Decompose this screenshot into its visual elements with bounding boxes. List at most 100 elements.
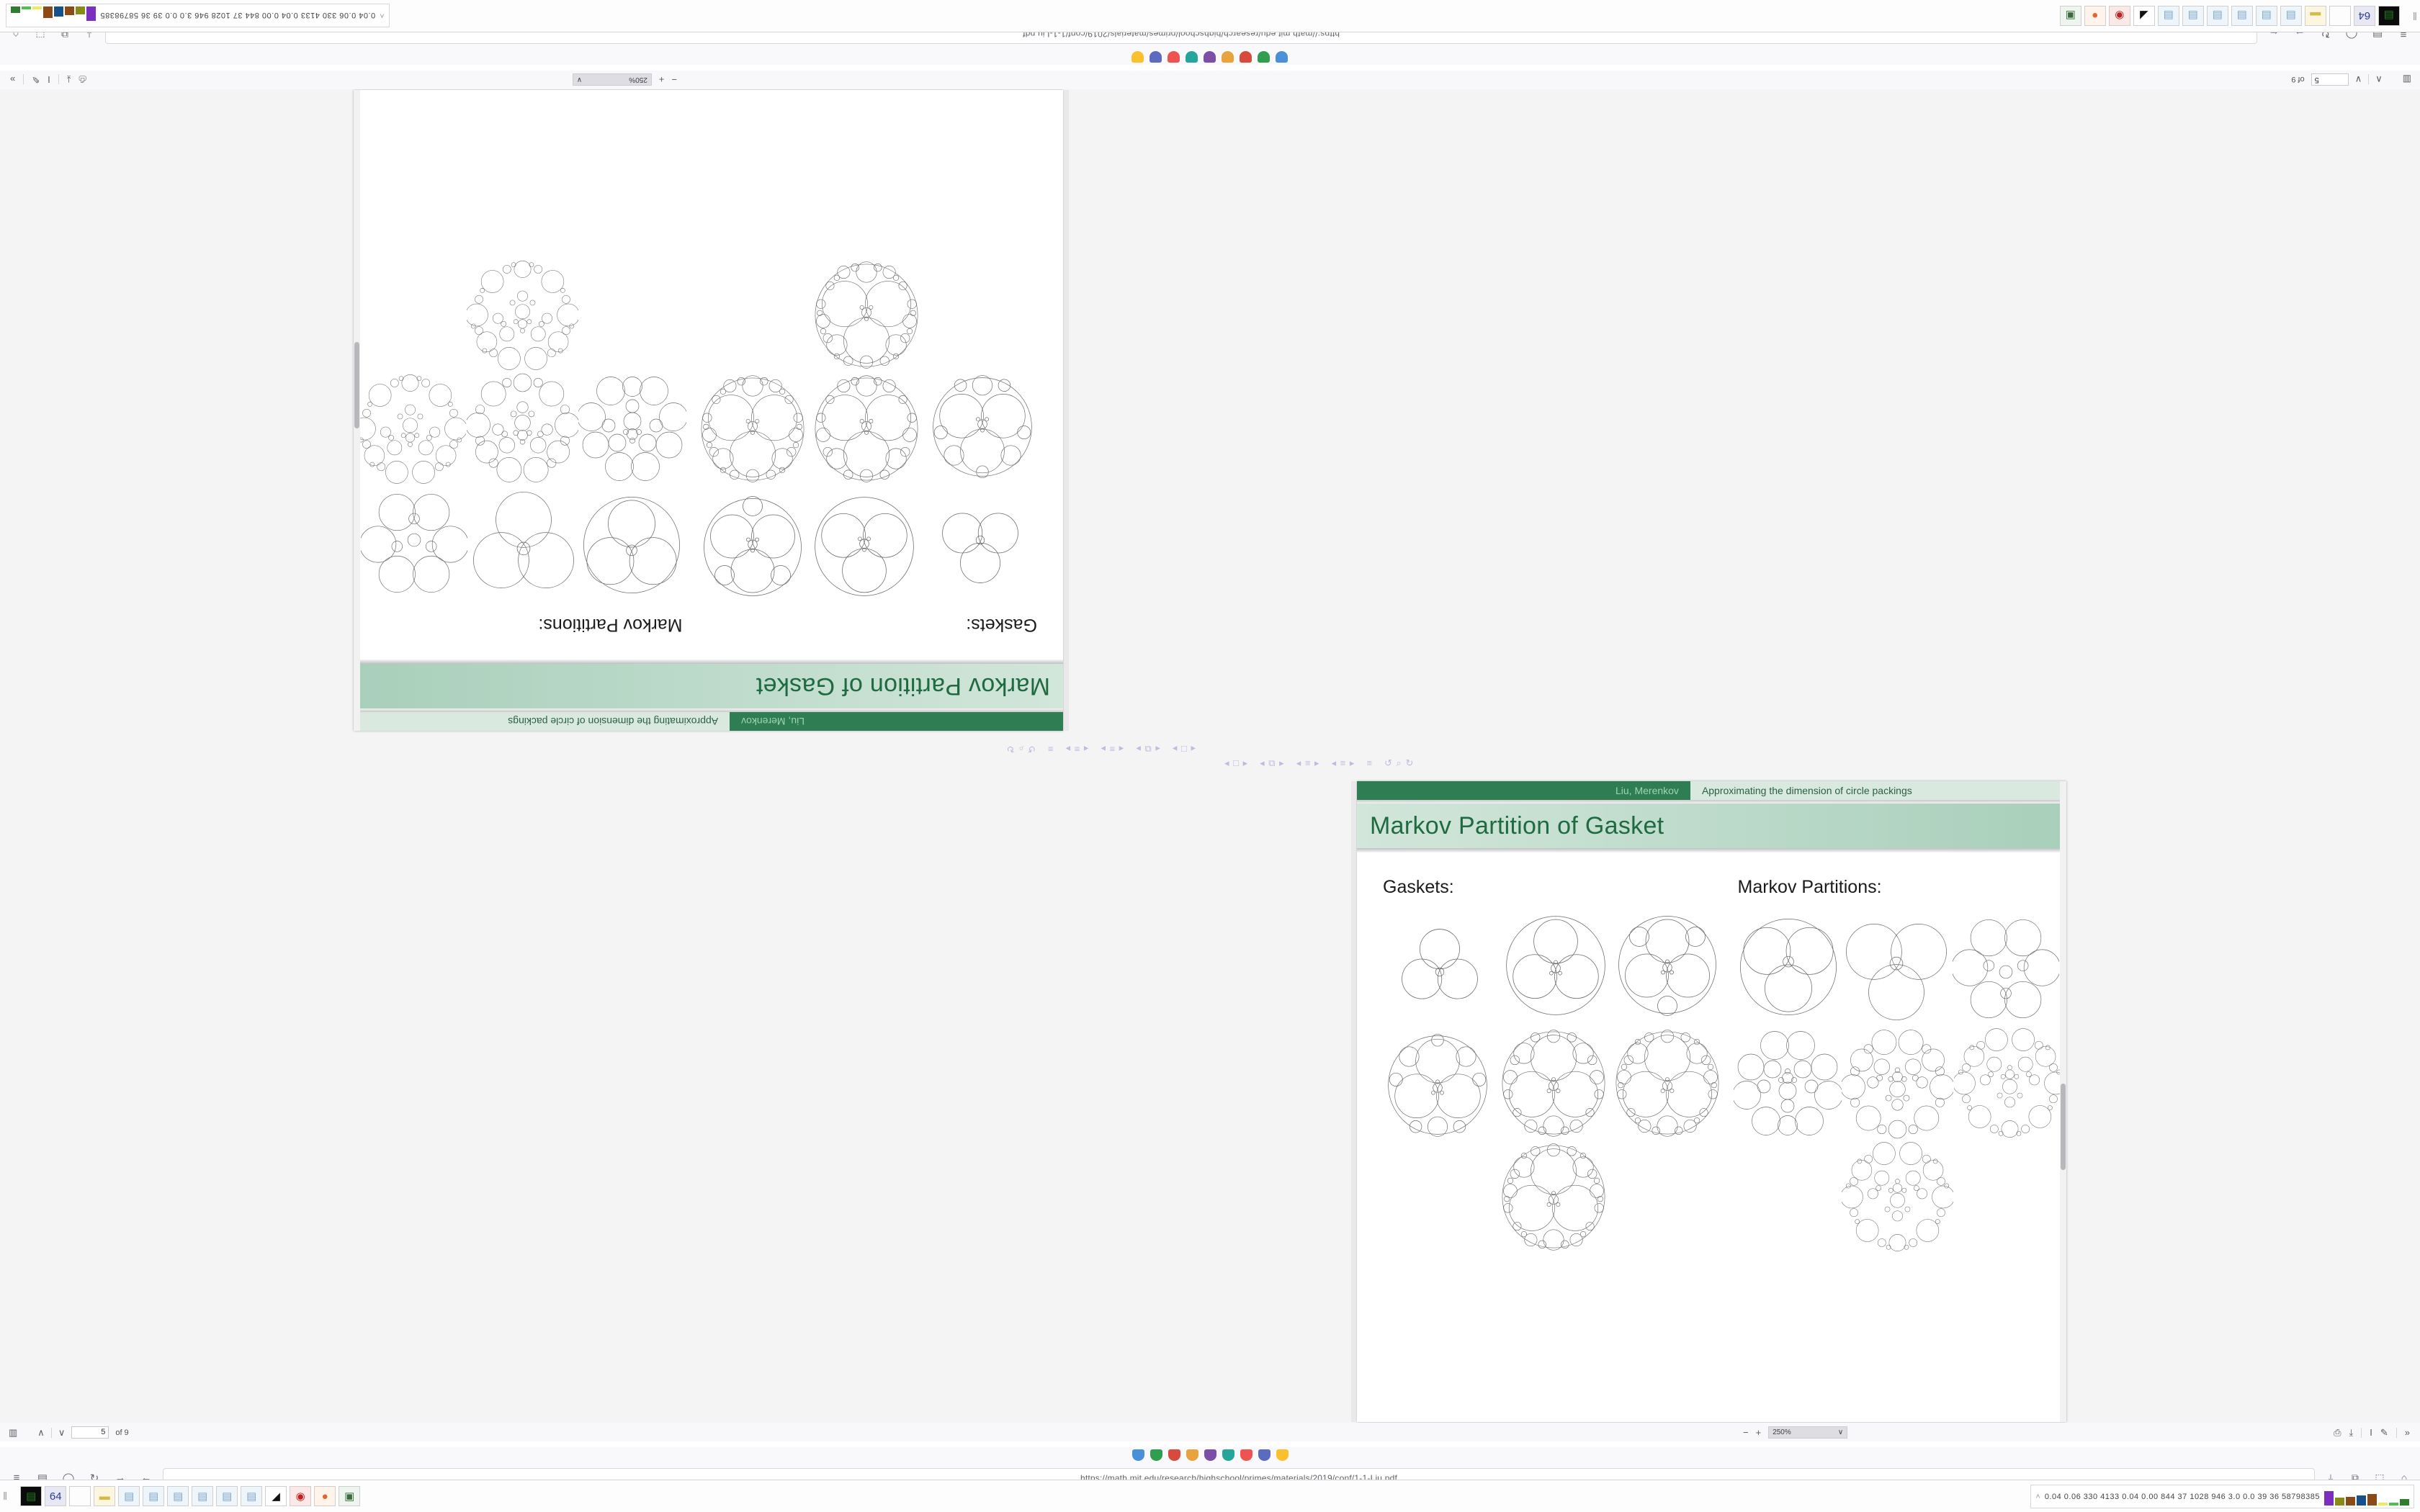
zoom-out-button[interactable]: − (671, 74, 677, 85)
zoom-level-select[interactable]: 250% ∨ (1768, 1426, 1848, 1439)
bookmark-icon[interactable] (1186, 1449, 1198, 1461)
taskbar-display-settings-icon[interactable]: ▣ (2059, 6, 2081, 26)
bookmark-icon[interactable] (1150, 51, 1162, 63)
bookmark-icon[interactable] (1258, 51, 1270, 63)
taskbar-red-app-icon[interactable]: ◉ (290, 1486, 312, 1506)
anno-shape-icon[interactable]: ◂ □ ▸ (1224, 757, 1249, 768)
taskbar-folder-icon[interactable]: ▬ (2304, 6, 2326, 26)
taskbar-red-app-icon[interactable]: ◉ (2108, 6, 2130, 26)
pdf-toolbar-right: ⎙ ⤓ I ✎ » (2334, 1427, 2410, 1438)
bookmark-icon[interactable] (1204, 1449, 1216, 1461)
bookmark-icon[interactable] (1131, 51, 1144, 63)
page-number-input[interactable]: 5 (2311, 73, 2349, 86)
sidebar-toggle-icon[interactable]: ▥ (2402, 74, 2411, 85)
more-tools-button[interactable]: » (10, 74, 16, 85)
anno-layers-icon[interactable]: ◂ ⧉ ▸ (1135, 744, 1160, 755)
taskbar-notepad-5-icon[interactable]: ▤ (2182, 6, 2204, 26)
pause-icon[interactable]: ‖ (2412, 9, 2417, 22)
tray-expand-icon[interactable]: ˄ (380, 11, 385, 20)
download-button[interactable]: ⤓ (66, 74, 71, 85)
page-number-input[interactable]: 5 (71, 1426, 109, 1439)
anno-undo-zoom-redo-icon[interactable]: ↺ ⌕ ↻ (1384, 757, 1415, 768)
taskbar-notepad-3-icon[interactable]: ▤ (167, 1486, 189, 1506)
taskbar-firefox-icon[interactable]: ● (2084, 6, 2106, 26)
zoom-level-select[interactable]: 250% ∨ (572, 73, 652, 86)
taskbar-notepad-2-icon[interactable]: ▤ (143, 1486, 165, 1506)
anno-list-icon[interactable]: ≡ (1047, 744, 1054, 755)
taskbar-inkscape-icon[interactable]: ◢ (265, 1486, 287, 1506)
bookmark-icon[interactable] (1222, 1449, 1234, 1461)
taskbar-firefox-icon[interactable]: ● (314, 1486, 336, 1506)
bookmark-icon[interactable] (1204, 51, 1216, 63)
bookmark-icon[interactable] (1276, 51, 1289, 63)
tray-expand-icon[interactable]: ˄ (2035, 1492, 2040, 1501)
zoom-in-button[interactable]: + (658, 74, 665, 85)
pdf-page-scrollbar[interactable] (2060, 781, 2066, 1422)
system-monitor-graph (2324, 1488, 2409, 1506)
zoom-out-button[interactable]: − (1743, 1427, 1749, 1438)
taskbar-folder-icon[interactable]: ▬ (94, 1486, 116, 1506)
save-page-icon[interactable]: ⤓ (2328, 1472, 2334, 1483)
anno-shape-icon[interactable]: ◂ □ ▸ (1171, 744, 1196, 755)
pocket-icon[interactable]: ⧉ (2352, 1472, 2359, 1483)
monitor-bar (54, 6, 63, 17)
text-select-tool[interactable]: I (48, 74, 50, 85)
bookmark-icon[interactable] (1222, 51, 1234, 63)
zoom-in-button[interactable]: + (1755, 1427, 1762, 1438)
home-icon[interactable]: ⌂ (2401, 1472, 2408, 1483)
anno-undo-zoom-redo-icon[interactable]: ↺ ⌕ ↻ (1005, 744, 1036, 755)
sidebar-toggle-icon[interactable]: ▥ (9, 1427, 18, 1438)
bookmark-icon[interactable] (1168, 51, 1180, 63)
bookmark-icon[interactable] (1150, 1449, 1162, 1461)
pdf-outer-scrollbar[interactable] (1065, 90, 1069, 731)
highlight-tool[interactable]: ✎ (2380, 1427, 2388, 1438)
taskbar-notepad-1-icon[interactable]: ▤ (118, 1486, 140, 1506)
markov-figure-group (354, 135, 693, 595)
anno-align2-icon[interactable]: ◂ ≡ ▸ (1065, 744, 1089, 755)
taskbar-notepad-4-icon[interactable]: ▤ (2206, 6, 2228, 26)
anno-align2-icon[interactable]: ◂ ≡ ▸ (1331, 757, 1355, 768)
taskbar-terminal-icon[interactable]: ▤ (2378, 6, 2400, 26)
pdf-outer-scrollbar[interactable] (1351, 781, 1355, 1422)
taskbar-notepad-6-icon[interactable]: ▤ (2157, 6, 2179, 26)
taskbar-floppy-save-icon[interactable]: 64 (45, 1486, 67, 1506)
bookmark-icon[interactable] (1258, 1449, 1270, 1461)
taskbar-floppy-save-icon[interactable]: 64 (2353, 6, 2375, 26)
pdf-page-scrollbar[interactable] (354, 90, 360, 731)
taskbar-notepad-2-icon[interactable]: ▤ (2255, 6, 2277, 26)
bookmark-icon[interactable] (1131, 1449, 1144, 1461)
bookmark-icon[interactable] (1186, 51, 1198, 63)
taskbar-inkscape-icon[interactable]: ◢ (2133, 6, 2155, 26)
highlight-tool[interactable]: ✎ (32, 74, 40, 85)
taskbar-notepad-5-icon[interactable]: ▤ (216, 1486, 238, 1506)
taskbar-notepad-4-icon[interactable]: ▤ (192, 1486, 214, 1506)
taskbar-blank-icon[interactable] (69, 1486, 91, 1506)
taskbar-display-settings-icon[interactable]: ▣ (339, 1486, 361, 1506)
anno-align-icon[interactable]: ◂ ≡ ▸ (1100, 744, 1124, 755)
download-button[interactable]: ⤓ (2349, 1427, 2354, 1438)
pause-icon[interactable]: ‖ (3, 1490, 8, 1503)
annotation-toolbar-rotated[interactable]: ◂ □ ▸ ◂ ⧉ ▸ ◂ ≡ ▸ ◂ ≡ ▸ ≡ ↺ ⌕ ↻ (0, 739, 2420, 756)
prev-page-button[interactable]: ∧ (37, 1427, 45, 1438)
prev-page-button[interactable]: ∧ (2375, 74, 2383, 85)
taskbar-terminal-icon[interactable]: ▤ (20, 1486, 42, 1506)
anno-align-icon[interactable]: ◂ ≡ ▸ (1296, 757, 1320, 768)
anno-layers-icon[interactable]: ◂ ⧉ ▸ (1260, 757, 1285, 768)
taskbar-notepad-6-icon[interactable]: ▤ (241, 1486, 263, 1506)
menu-icon[interactable]: ≡ (13, 1471, 20, 1484)
taskbar-blank-icon[interactable] (2329, 6, 2351, 26)
text-select-tool[interactable]: I (2370, 1427, 2372, 1438)
more-tools-button[interactable]: » (2404, 1427, 2410, 1438)
next-page-button[interactable]: ∨ (2354, 74, 2362, 85)
taskbar-notepad-1-icon[interactable]: ▤ (2280, 6, 2302, 26)
next-page-button[interactable]: ∨ (58, 1427, 66, 1438)
taskbar-notepad-3-icon[interactable]: ▤ (2231, 6, 2253, 26)
bookmark-icon[interactable] (1240, 1449, 1252, 1461)
bookmark-icon[interactable] (1168, 1449, 1180, 1461)
bookmark-icon[interactable] (1276, 1449, 1289, 1461)
anno-list-icon[interactable]: ≡ (1366, 757, 1373, 768)
print-button[interactable]: ⎙ (2334, 1427, 2341, 1438)
bookmark-icon[interactable] (1240, 51, 1252, 63)
annotation-toolbar[interactable]: ◂ □ ▸ ◂ ⧉ ▸ ◂ ≡ ▸ ◂ ≡ ▸ ≡ ↺ ⌕ ↻ (0, 756, 2420, 773)
print-button[interactable]: ⎙ (79, 74, 86, 85)
